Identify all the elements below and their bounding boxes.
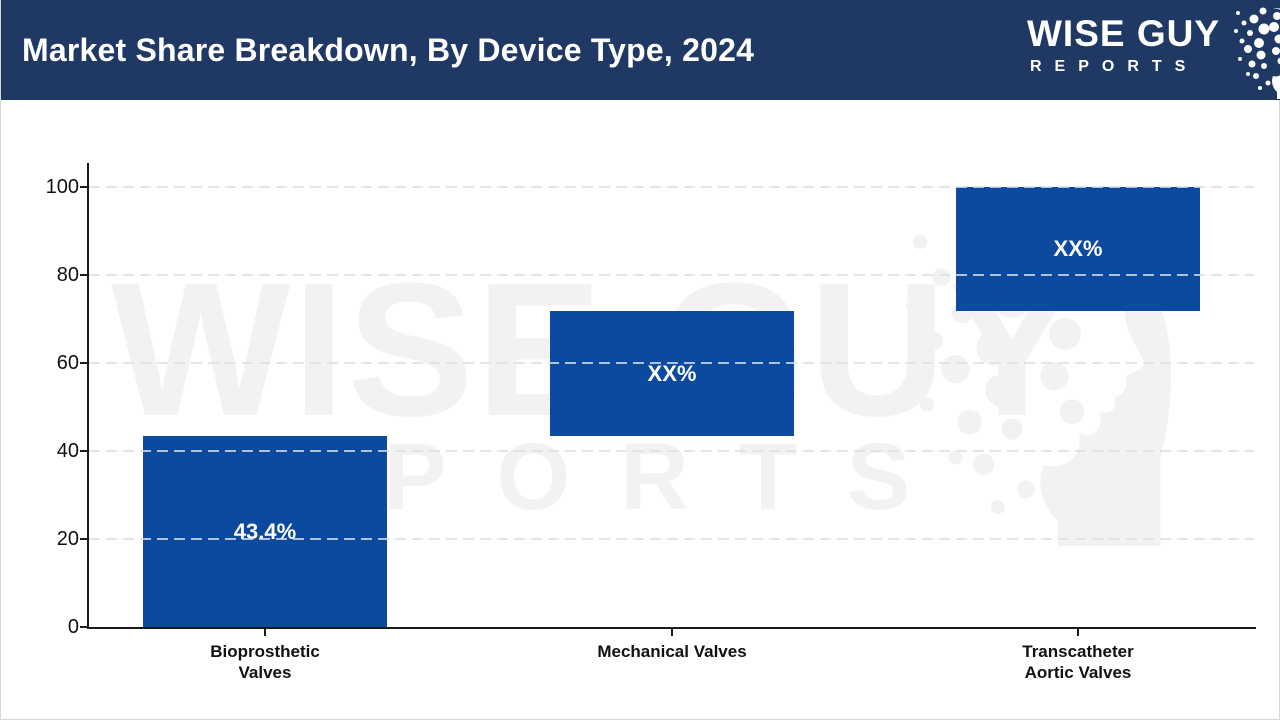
- logo-wiseguy-text: WISE GUY: [1027, 13, 1221, 54]
- y-tick-label: 0: [67, 616, 79, 638]
- y-tick: [80, 274, 87, 276]
- header-bar: Market Share Breakdown, By Device Type, …: [1, 0, 1280, 100]
- y-tick-label: 60: [56, 352, 79, 374]
- head-profile-dots-icon: [1234, 7, 1280, 99]
- y-axis-line: [87, 163, 89, 629]
- grid-line: [89, 450, 1254, 452]
- y-tick-label: 100: [45, 176, 79, 198]
- bar-value-label: XX%: [647, 360, 697, 386]
- category-label: Bioprosthetic Valves: [210, 642, 320, 682]
- y-tick: [80, 186, 87, 188]
- x-tick: [1077, 629, 1079, 636]
- bar: [143, 436, 387, 627]
- x-tick: [264, 629, 266, 636]
- bar: [956, 187, 1200, 312]
- page-title: Market Share Breakdown, By Device Type, …: [22, 32, 755, 68]
- x-axis-line: [87, 627, 1256, 629]
- category-label: Transcatheter Aortic Valves: [1022, 642, 1134, 682]
- y-tick: [80, 362, 87, 364]
- category-label: Mechanical Valves: [597, 642, 747, 661]
- grid-line: [89, 362, 1254, 364]
- bar: [550, 311, 794, 437]
- grid-line: [89, 274, 1254, 276]
- logo: WISE GUY REPORTS: [1027, 0, 1280, 100]
- logo-reports-text: REPORTS: [1030, 58, 1199, 75]
- y-tick: [80, 450, 87, 452]
- bar-value-label: 43.4%: [233, 518, 297, 544]
- y-tick-label: 40: [56, 440, 79, 462]
- grid-line: [89, 538, 1254, 540]
- x-tick: [671, 629, 673, 636]
- y-tick: [80, 538, 87, 540]
- y-tick-label: 80: [56, 264, 79, 286]
- grid-line: [89, 186, 1254, 188]
- bar-value-label: XX%: [1053, 236, 1103, 262]
- y-tick: [80, 626, 87, 628]
- y-tick-label: 20: [56, 528, 79, 550]
